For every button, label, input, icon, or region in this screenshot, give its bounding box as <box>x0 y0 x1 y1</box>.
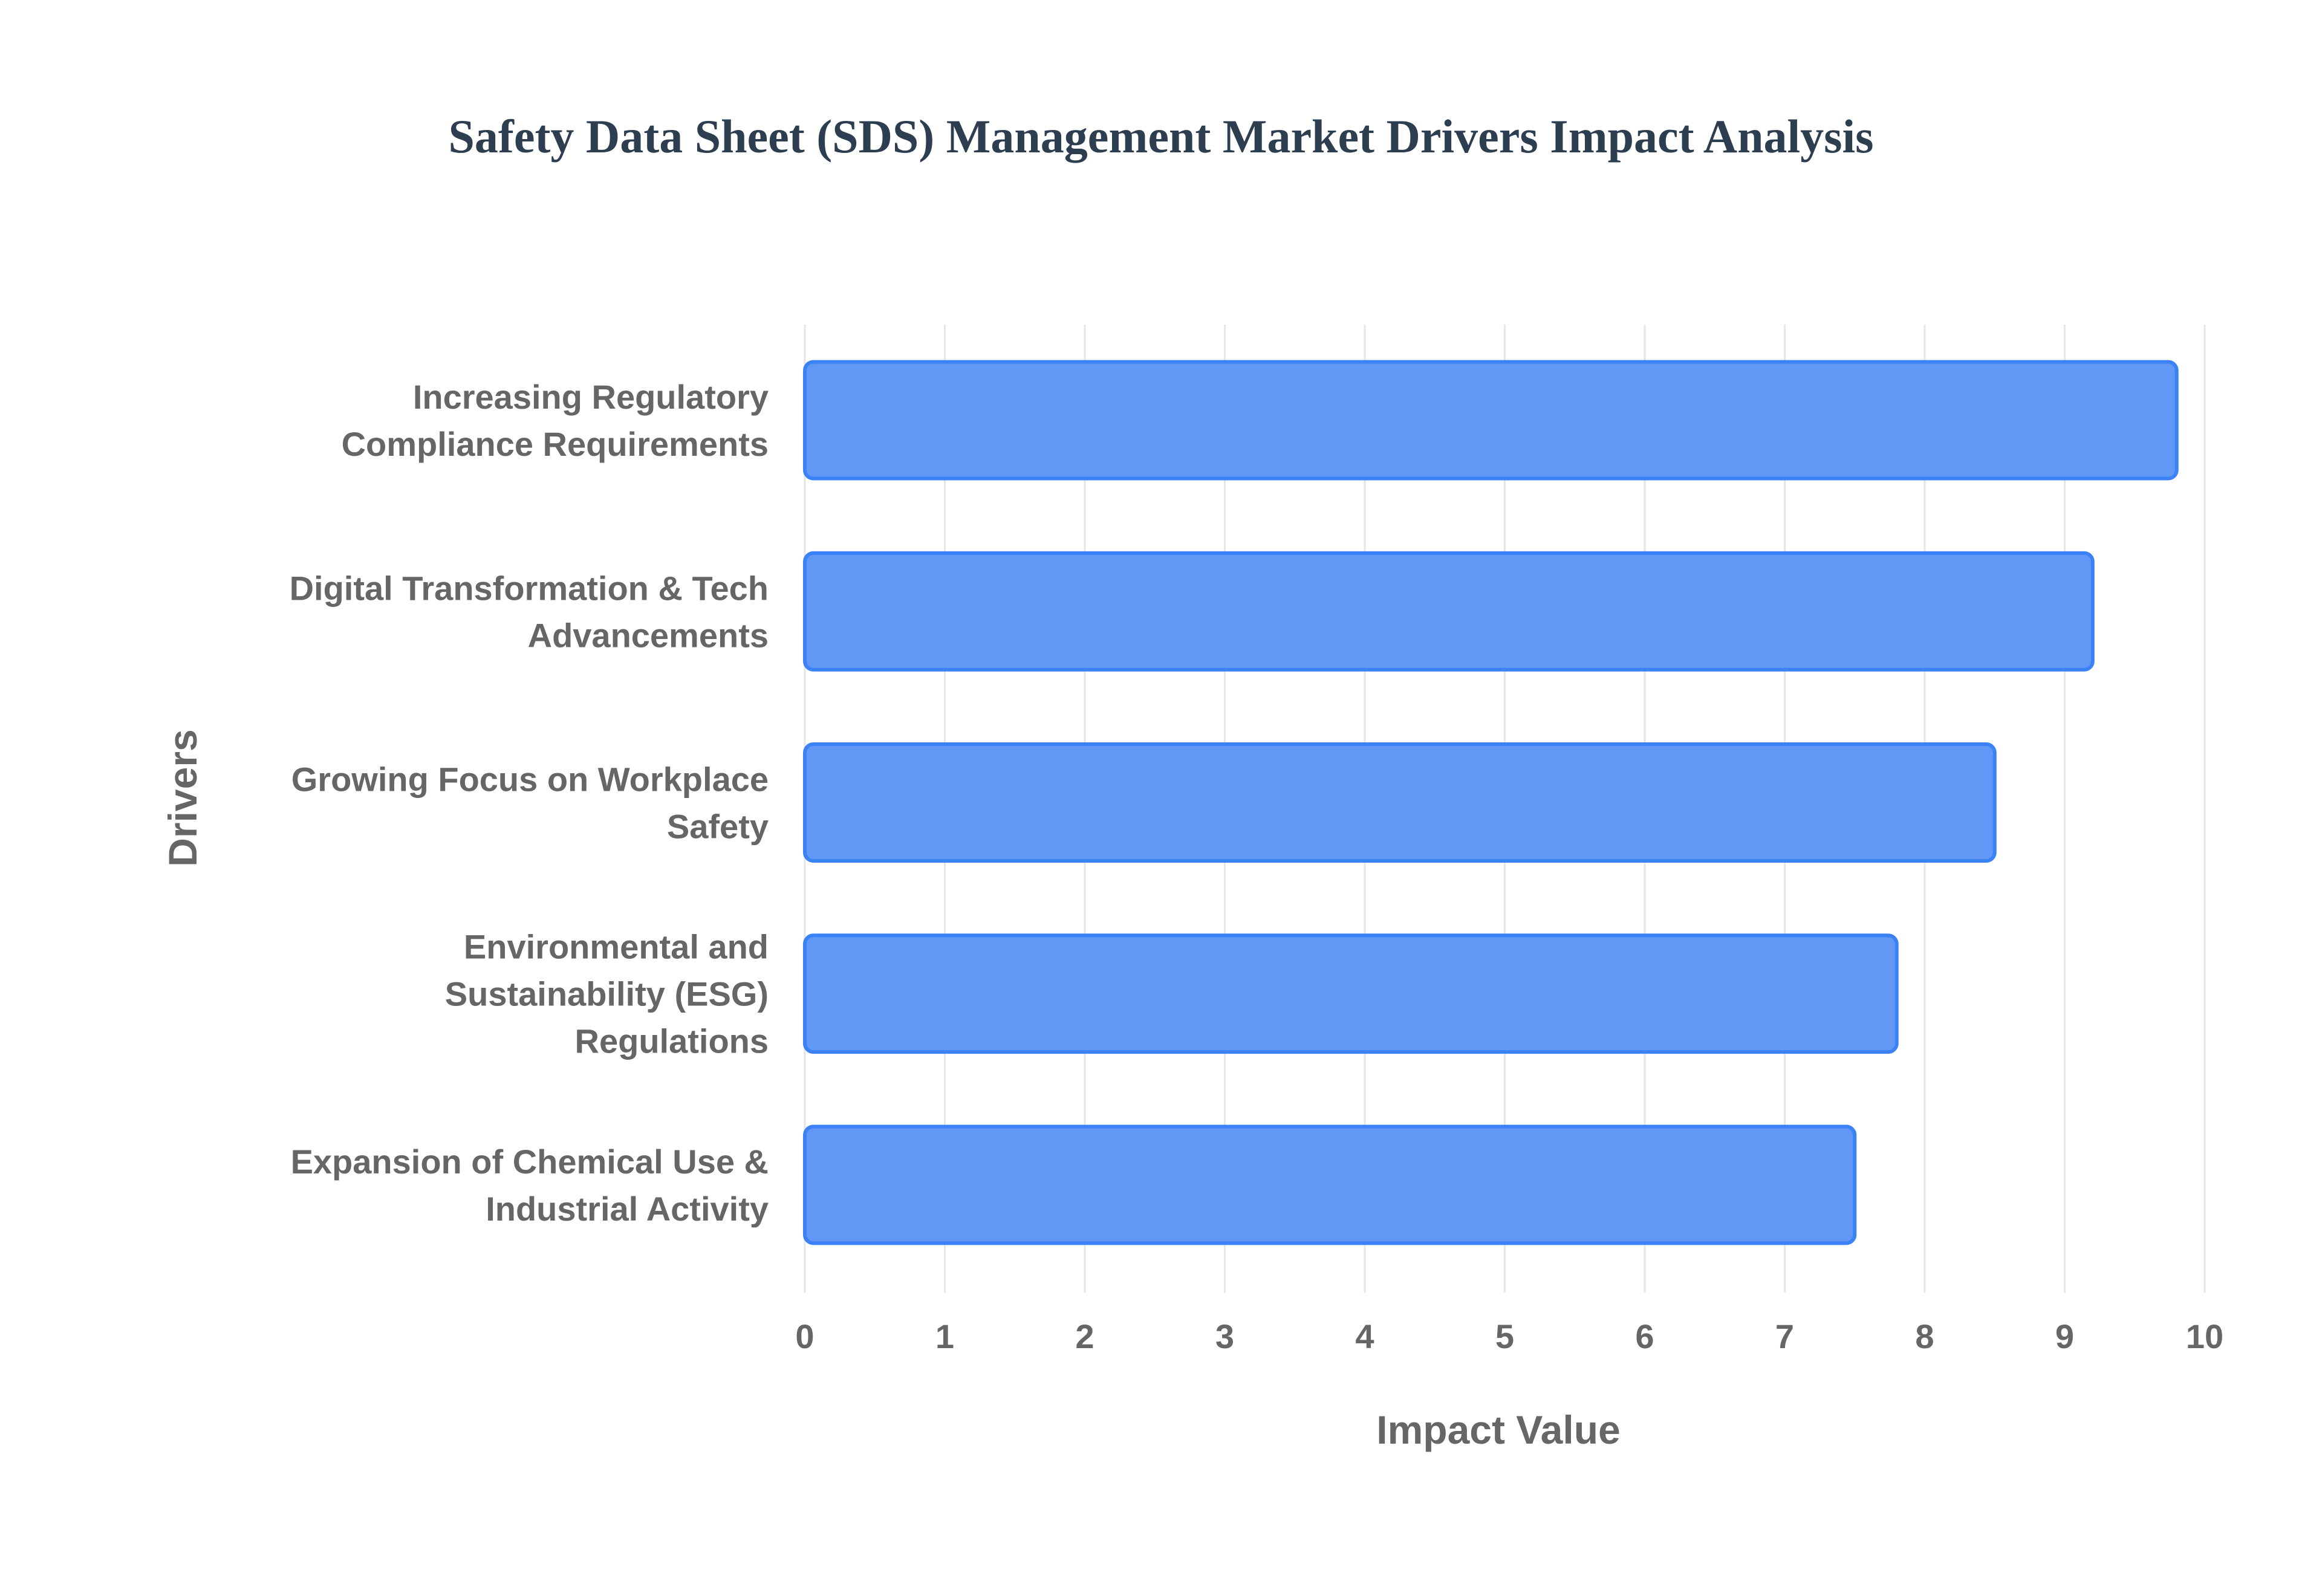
x-axis-title: Impact Value <box>1376 1407 1621 1452</box>
bar[interactable] <box>803 742 1997 863</box>
bar[interactable] <box>803 551 2095 672</box>
x-tick-labels: 0 1 2 3 4 5 6 7 8 9 10 <box>795 1317 2223 1355</box>
category-label: Digital Transformation & Tech Advancement… <box>290 569 769 654</box>
x-tick-label: 8 <box>1915 1317 1934 1355</box>
x-tick-label: 2 <box>1075 1317 1094 1355</box>
bar-layer <box>803 360 2179 1245</box>
category-label: Expansion of Chemical Use & Industrial Ac… <box>291 1143 769 1228</box>
category-labels: Increasing Regulatory Compliance Requirem… <box>290 378 769 1228</box>
x-tick-label: 9 <box>2055 1317 2074 1355</box>
bar[interactable] <box>803 1124 1857 1245</box>
x-tick-label: 3 <box>1215 1317 1234 1355</box>
x-tick-label: 0 <box>795 1317 814 1355</box>
bar[interactable] <box>803 360 2179 481</box>
y-axis-title: Drivers <box>160 729 205 867</box>
x-tick-label: 4 <box>1355 1317 1374 1355</box>
bar[interactable] <box>803 933 1899 1054</box>
x-tick-label: 7 <box>1775 1317 1794 1355</box>
x-tick-label: 10 <box>2186 1317 2223 1355</box>
x-tick-label: 1 <box>935 1317 954 1355</box>
category-label: Environmental and Sustainability (ESG) Reg… <box>445 928 769 1060</box>
x-tick-label: 6 <box>1635 1317 1654 1355</box>
category-label: Growing Focus on Workplace Safety <box>291 761 769 846</box>
x-tick-label: 5 <box>1495 1317 1514 1355</box>
chart-title: Safety Data Sheet (SDS) Management Marke… <box>448 110 1873 163</box>
category-label: Increasing Regulatory Compliance Requirem… <box>342 378 769 463</box>
